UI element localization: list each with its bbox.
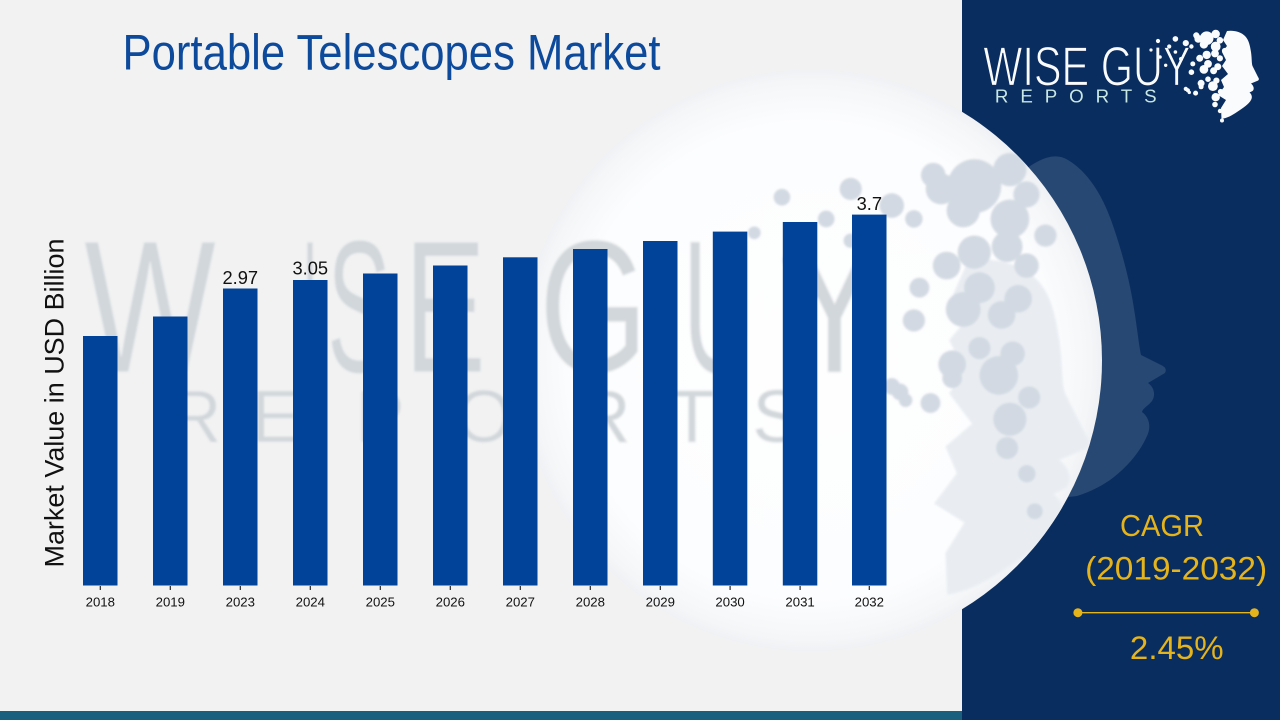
svg-text:2031: 2031 [785,595,814,610]
svg-text:2025: 2025 [366,595,395,610]
svg-text:2029: 2029 [646,595,675,610]
svg-text:CAGR: CAGR [1120,509,1204,543]
svg-text:Portable Telescopes Market: Portable Telescopes Market [123,25,661,81]
svg-text:2027: 2027 [506,595,535,610]
svg-text:2.45%: 2.45% [1130,630,1224,666]
svg-text:2023: 2023 [226,595,255,610]
svg-text:2018: 2018 [86,595,115,610]
svg-text:2.97: 2.97 [223,267,259,288]
svg-text:WISE GUY: WISE GUY [983,36,1190,98]
svg-text:2030: 2030 [715,595,744,610]
svg-text:2024: 2024 [296,595,325,610]
svg-text:3.05: 3.05 [293,258,329,279]
svg-text:3.7: 3.7 [857,193,882,214]
svg-text:2026: 2026 [436,595,465,610]
svg-text:(2019-2032): (2019-2032) [1085,551,1267,587]
svg-text:2019: 2019 [156,595,185,610]
svg-text:2032: 2032 [855,595,884,610]
svg-text:Market Value in USD Billion: Market Value in USD Billion [40,239,70,568]
svg-text:2028: 2028 [576,595,605,610]
svg-text:E: E [251,375,300,458]
